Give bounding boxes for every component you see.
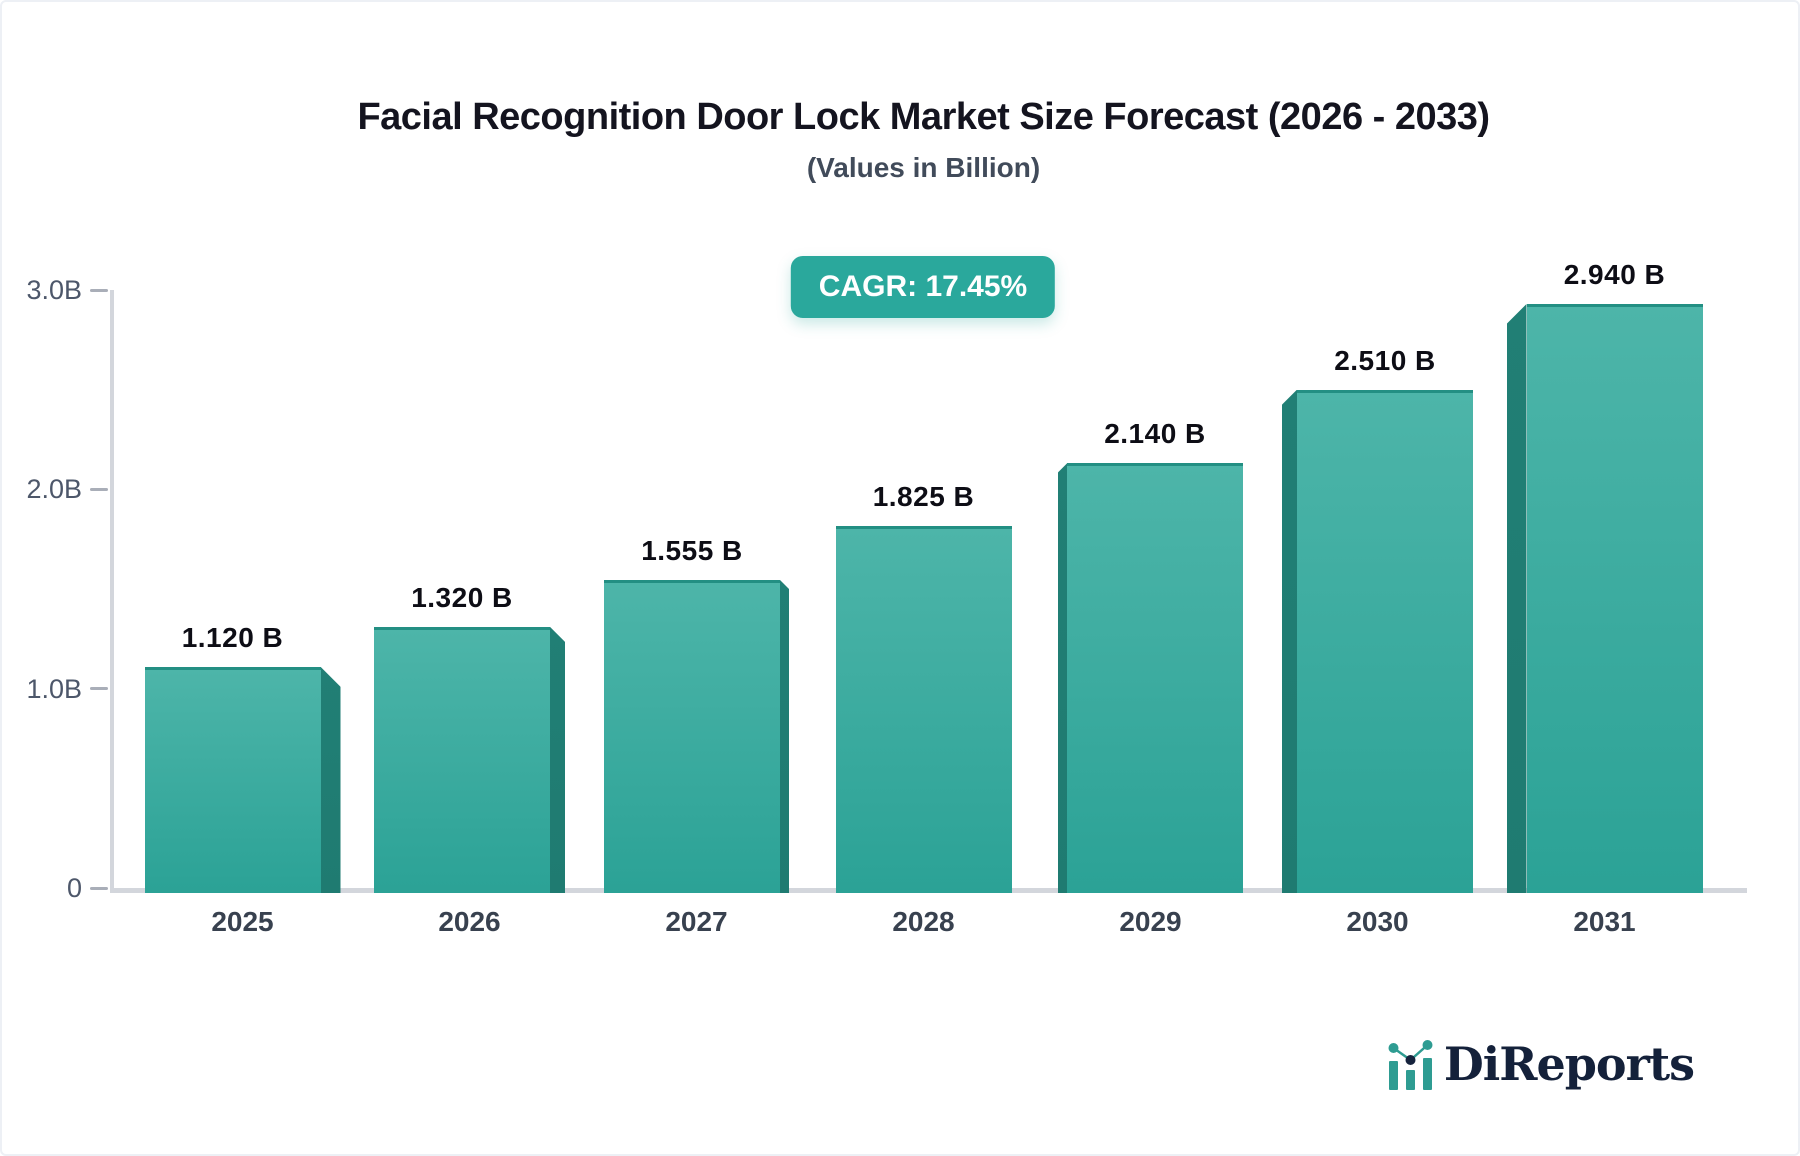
y-tick-mark: [90, 487, 108, 491]
y-tick-mark: [90, 288, 108, 292]
mini-bar-chart-icon: [1386, 1036, 1436, 1092]
x-axis-label-2026: 2026: [438, 906, 501, 937]
bar-side-face: [1058, 463, 1067, 893]
x-axis-label-2030: 2030: [1346, 906, 1409, 937]
y-axis-line: [110, 290, 114, 890]
bar-2028[interactable]: [835, 526, 1012, 893]
y-tick-label: 1.0B: [26, 673, 82, 704]
bar-2026[interactable]: [374, 626, 565, 893]
bar-2029[interactable]: [1058, 463, 1243, 893]
x-axis-label-2027: 2027: [665, 906, 728, 937]
x-axis-label-2031: 2031: [1573, 906, 1636, 937]
bar-side-face: [780, 580, 789, 893]
bar-2027[interactable]: [604, 580, 789, 893]
bar-side-face: [1506, 303, 1527, 893]
bar-value-label: 1.320 B: [411, 581, 513, 613]
y-tick-label: 3.0B: [26, 275, 82, 305]
x-axis-label-2029: 2029: [1119, 906, 1182, 937]
chart-title: Facial Recognition Door Lock Market Size…: [357, 96, 1490, 138]
direports-logo: DiReports: [1386, 1036, 1695, 1092]
bar-front-face: [1067, 463, 1243, 893]
bar-value-label: 1.555 B: [641, 535, 743, 567]
cagr-badge: CAGR: 17.45%: [790, 256, 1056, 318]
y-tick-label: 2.0B: [26, 474, 82, 505]
bar-side-face: [320, 666, 341, 893]
bar-front-face: [835, 526, 1012, 893]
bar-value-label: 2.140 B: [1104, 418, 1206, 450]
bar-2031[interactable]: [1506, 303, 1703, 893]
bar-front-face: [374, 626, 550, 893]
y-tick-mark: [90, 687, 108, 691]
bar-value-label: 1.825 B: [872, 481, 975, 513]
y-tick-mark: [90, 886, 108, 890]
x-axis-label-2028: 2028: [892, 906, 955, 937]
y-tick-label: 0: [66, 873, 82, 903]
bar-side-face: [550, 626, 565, 893]
bar-front-face: [1526, 303, 1703, 893]
bar-front-face: [1297, 389, 1473, 893]
bar-value-label: 1.120 B: [181, 621, 284, 653]
bar-side-face: [1282, 389, 1297, 893]
bar-value-label: 2.940 B: [1563, 258, 1666, 290]
x-axis-label-2025: 2025: [211, 906, 274, 937]
chart-subtitle: (Values in Billion): [806, 152, 1041, 183]
bar-2030[interactable]: [1282, 389, 1473, 893]
logo-wordmark: DiReports: [1443, 1037, 1695, 1091]
bar-2025[interactable]: [144, 666, 341, 893]
bar-front-face: [604, 580, 780, 893]
bar-value-label: 2.510 B: [1334, 344, 1436, 376]
bar-front-face: [144, 666, 321, 893]
